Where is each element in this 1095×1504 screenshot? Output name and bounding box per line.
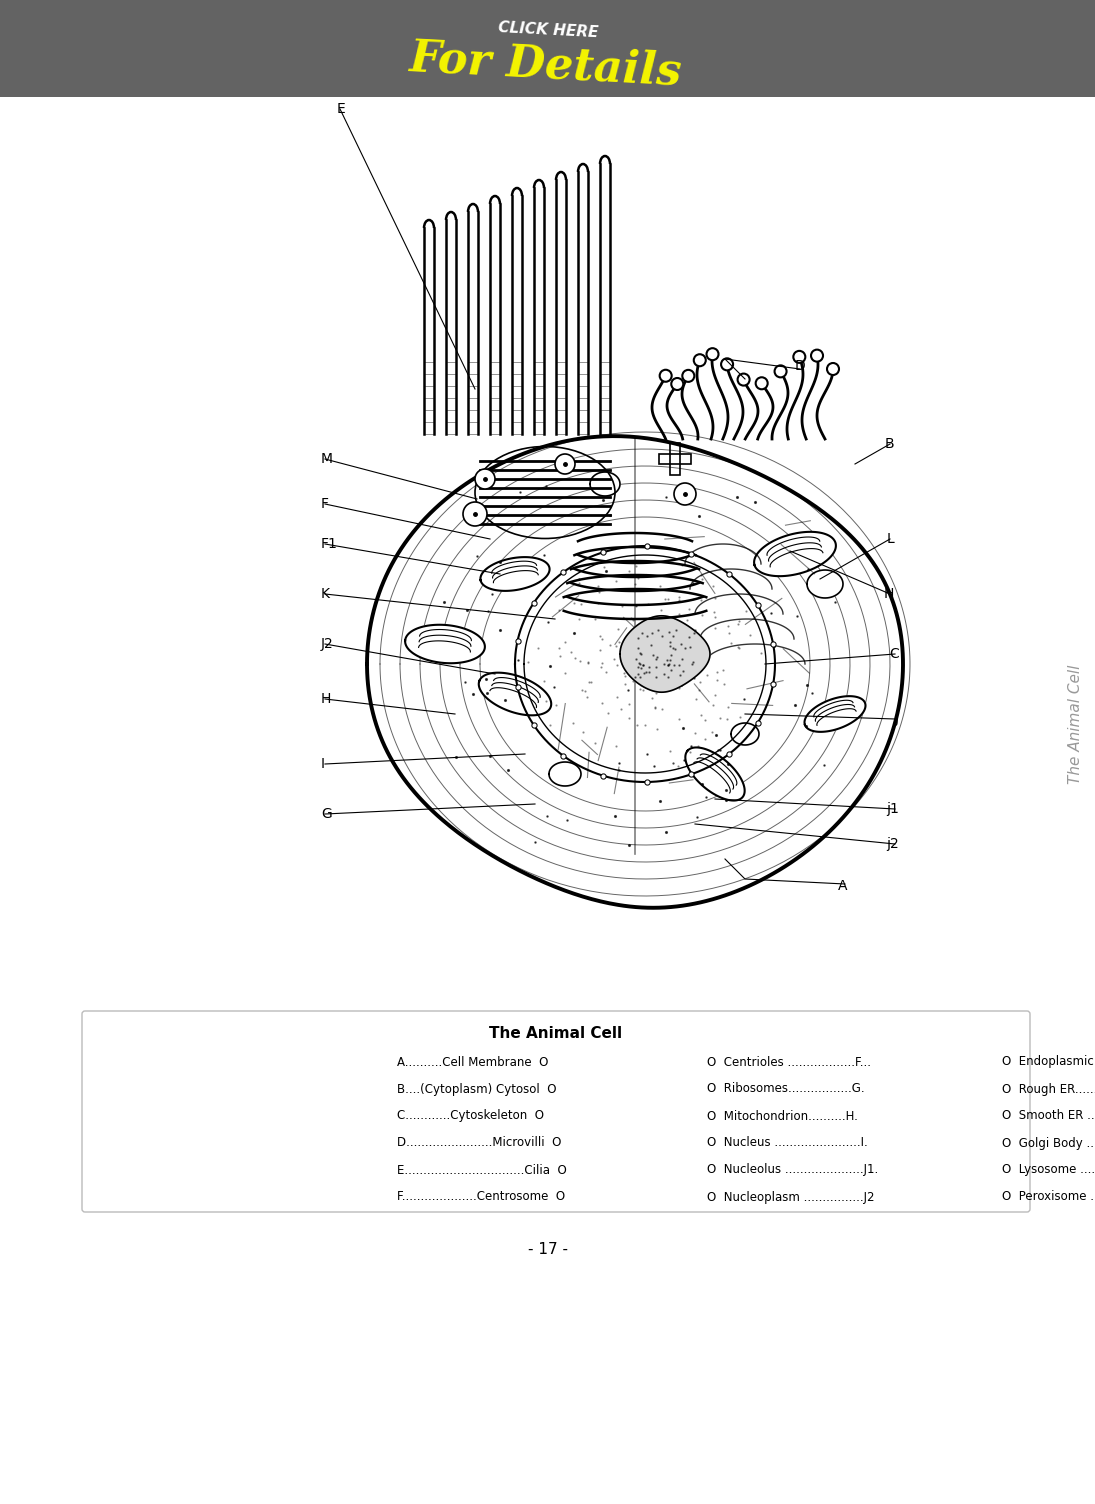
Polygon shape <box>731 723 759 744</box>
Bar <box>659 454 691 465</box>
Polygon shape <box>807 570 843 599</box>
Circle shape <box>555 454 575 474</box>
Circle shape <box>463 502 487 526</box>
Text: A..........Cell Membrane  O: A..........Cell Membrane O <box>397 1056 549 1068</box>
Circle shape <box>694 355 706 367</box>
Text: H: H <box>321 692 332 705</box>
Text: O  Centrioles ..................F...: O Centrioles ..................F... <box>707 1056 871 1068</box>
Circle shape <box>811 349 823 361</box>
Text: The Animal Cell: The Animal Cell <box>1068 665 1083 784</box>
Text: - 17 -: - 17 - <box>528 1241 568 1256</box>
Polygon shape <box>590 472 620 496</box>
Text: j1: j1 <box>886 802 899 817</box>
Text: C............Cytoskeleton  O: C............Cytoskeleton O <box>397 1110 544 1122</box>
Text: G: G <box>321 808 332 821</box>
Polygon shape <box>481 556 550 591</box>
Text: j2: j2 <box>886 838 899 851</box>
Polygon shape <box>620 615 710 692</box>
Circle shape <box>675 483 696 505</box>
Text: O  Smooth ER .....................J3: O Smooth ER .....................J3 <box>1002 1110 1095 1122</box>
Text: E................................Cilia  O: E................................Cilia O <box>397 1164 567 1176</box>
Text: F: F <box>321 496 328 511</box>
Polygon shape <box>549 763 581 787</box>
Text: O  Endoplasmic Reticulum..J.: O Endoplasmic Reticulum..J. <box>1002 1056 1095 1068</box>
Circle shape <box>722 358 733 370</box>
FancyBboxPatch shape <box>82 1011 1030 1212</box>
Text: O  Golgi Body ......................K..: O Golgi Body ......................K.. <box>1002 1137 1095 1149</box>
Text: O  Lysosome .......................L.: O Lysosome .......................L. <box>1002 1164 1095 1176</box>
Text: L: L <box>886 532 894 546</box>
Text: O  Nucleoplasm ................J2: O Nucleoplasm ................J2 <box>707 1191 875 1203</box>
Circle shape <box>793 350 805 362</box>
Polygon shape <box>479 672 551 716</box>
Text: K: K <box>321 587 330 602</box>
Text: B....(Cytoplasm) Cytosol  O: B....(Cytoplasm) Cytosol O <box>397 1083 556 1095</box>
Circle shape <box>738 373 750 385</box>
Circle shape <box>756 378 768 390</box>
Circle shape <box>706 349 718 359</box>
Circle shape <box>475 469 495 489</box>
Text: I: I <box>321 757 325 772</box>
Text: O  Rough ER.......................J3: O Rough ER.......................J3 <box>1002 1083 1095 1095</box>
Text: O  Ribosomes.................G.: O Ribosomes.................G. <box>707 1083 865 1095</box>
Text: F....................Centrosome  O: F....................Centrosome O <box>397 1191 565 1203</box>
Text: O  Nucleus .......................I.: O Nucleus .......................I. <box>707 1137 867 1149</box>
Text: A: A <box>838 878 848 893</box>
Polygon shape <box>754 532 835 576</box>
Bar <box>0 0 1095 96</box>
Text: For Details: For Details <box>407 36 682 93</box>
Polygon shape <box>685 747 745 800</box>
Text: J2: J2 <box>321 638 334 651</box>
Circle shape <box>659 370 671 382</box>
Text: O  Peroxisome .....................M...: O Peroxisome .....................M... <box>1002 1191 1095 1203</box>
Text: D.......................Microvilli  O: D.......................Microvilli O <box>397 1137 562 1149</box>
Circle shape <box>682 370 694 382</box>
Text: H: H <box>884 587 894 602</box>
Text: CLICK HERE: CLICK HERE <box>497 20 599 41</box>
Bar <box>670 444 680 475</box>
Text: C: C <box>889 647 899 660</box>
Text: B: B <box>885 438 894 451</box>
Circle shape <box>774 365 786 378</box>
Circle shape <box>671 378 683 390</box>
Text: D: D <box>794 359 805 373</box>
Circle shape <box>827 362 839 374</box>
Text: O  Nucleolus .....................J1.: O Nucleolus .....................J1. <box>707 1164 878 1176</box>
Text: J: J <box>895 711 899 726</box>
Text: M: M <box>321 453 333 466</box>
Text: E: E <box>337 102 346 116</box>
Text: O  Mitochondrion..........H.: O Mitochondrion..........H. <box>707 1110 857 1122</box>
Text: The Animal Cell: The Animal Cell <box>489 1027 623 1041</box>
Text: F1: F1 <box>321 537 338 550</box>
Polygon shape <box>805 696 865 732</box>
Polygon shape <box>405 624 485 663</box>
